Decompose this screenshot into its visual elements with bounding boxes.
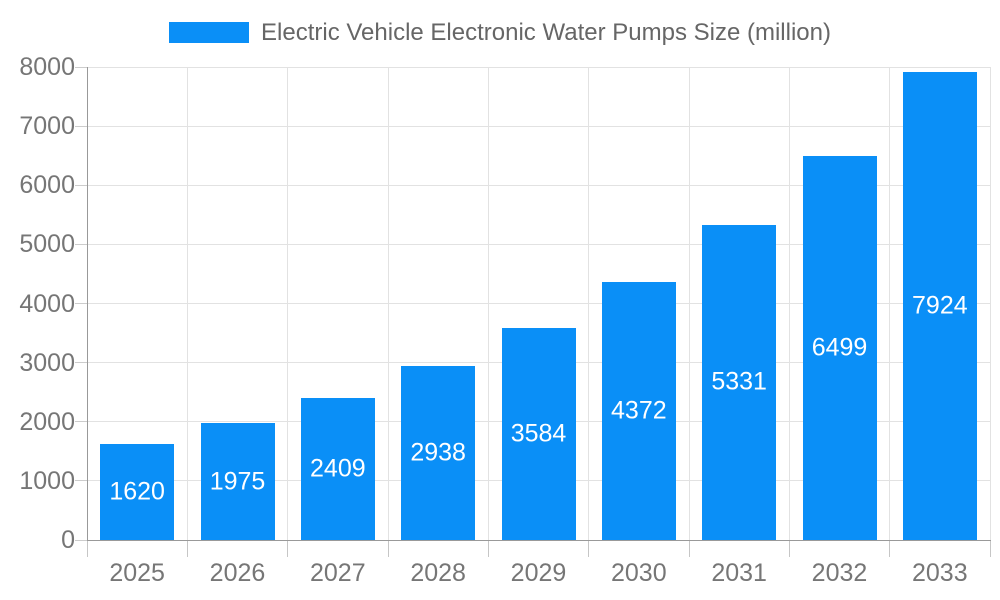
x-axis-tick-label: 2030 <box>611 559 667 587</box>
y-axis-tick-label: 6000 <box>19 171 75 200</box>
x-gridline <box>588 67 590 540</box>
y-axis-tick-mark <box>75 480 87 482</box>
x-gridline <box>788 67 790 540</box>
x-axis-tick-mark <box>287 541 289 557</box>
x-axis-tick-label: 2033 <box>912 559 968 587</box>
y-axis-tick-mark <box>75 125 87 127</box>
y-gridline <box>87 125 990 127</box>
x-gridline <box>487 67 489 540</box>
x-axis-tick-mark <box>86 541 88 557</box>
x-gridline <box>889 67 891 540</box>
y-axis-tick-label: 7000 <box>19 112 75 141</box>
bar-value-label: 3584 <box>510 419 567 448</box>
y-gridline <box>87 243 990 245</box>
x-gridline <box>387 67 389 540</box>
x-axis-tick-mark <box>788 541 790 557</box>
x-axis-tick-label: 2028 <box>410 559 466 587</box>
bar-2032[interactable]: 6499 <box>802 155 877 540</box>
x-axis-tick-mark <box>487 541 489 557</box>
bar-2031[interactable]: 5331 <box>702 224 777 540</box>
x-axis-tick-label: 2025 <box>109 559 165 587</box>
y-axis-tick-label: 1000 <box>19 466 75 495</box>
bar-value-label: 5331 <box>711 367 767 396</box>
x-axis-tick-label: 2027 <box>310 559 366 587</box>
y-axis-tick-label: 4000 <box>19 289 75 318</box>
bar-value-label: 1620 <box>109 477 165 506</box>
y-axis-tick-mark <box>75 421 87 423</box>
plot-area: 1620 1975 2409 2938 3584 4372 5331 6499 7924 <box>87 66 991 540</box>
legend-swatch-icon <box>169 22 250 43</box>
x-axis-tick-mark <box>186 541 188 557</box>
y-axis-tick-mark <box>75 303 87 304</box>
x-axis-tick-label: 2032 <box>811 559 868 587</box>
bar-value-label: 6499 <box>811 333 868 362</box>
y-gridline <box>87 303 990 304</box>
x-gridline <box>287 67 289 540</box>
y-axis-tick-mark <box>75 362 87 364</box>
legend-item[interactable]: Electric Vehicle Electronic Water Pumps … <box>0 18 1000 46</box>
x-axis-tick-mark <box>989 541 991 557</box>
bar-value-label: 1975 <box>209 467 266 496</box>
x-axis-line <box>87 540 991 541</box>
y-axis-tick-mark <box>75 243 87 245</box>
bar-2026[interactable]: 1975 <box>200 423 275 540</box>
x-axis-tick-mark <box>688 541 690 557</box>
bar-2025[interactable]: 1620 <box>100 444 175 540</box>
y-axis-tick-label: 3000 <box>19 348 75 377</box>
bar-2030[interactable]: 4372 <box>601 281 676 540</box>
y-axis-tick-mark <box>75 184 87 186</box>
x-axis-tick-label: 2029 <box>510 559 567 587</box>
y-axis-tick-label: 2000 <box>19 407 75 436</box>
x-gridline <box>688 67 690 540</box>
x-gridline <box>989 67 991 540</box>
y-axis-tick-label: 8000 <box>19 53 75 81</box>
bar-value-label: 2409 <box>310 454 366 483</box>
bar-value-label: 7924 <box>912 291 968 320</box>
y-axis-line <box>87 67 88 540</box>
y-gridline <box>87 184 990 186</box>
y-axis-tick-label: 5000 <box>19 230 75 259</box>
x-axis-tick-label: 2031 <box>711 559 767 587</box>
x-axis-tick-mark <box>889 541 891 557</box>
bar-2027[interactable]: 2409 <box>300 397 375 540</box>
x-axis-tick-label: 2026 <box>209 559 266 587</box>
bar-2029[interactable]: 3584 <box>501 328 576 540</box>
bar-value-label: 2938 <box>410 438 466 467</box>
bar-2033[interactable]: 7924 <box>902 71 977 540</box>
x-gridline <box>186 67 188 540</box>
y-axis-tick-label: 0 <box>61 526 75 554</box>
bar-value-label: 4372 <box>611 396 667 425</box>
y-axis-tick-mark <box>75 66 87 68</box>
x-axis-tick-mark <box>588 541 590 557</box>
x-axis-tick-mark <box>387 541 389 557</box>
legend-label: Electric Vehicle Electronic Water Pumps … <box>261 18 831 46</box>
bar-2028[interactable]: 2938 <box>401 366 476 540</box>
y-gridline <box>87 66 990 68</box>
y-axis-tick-mark <box>75 539 87 541</box>
